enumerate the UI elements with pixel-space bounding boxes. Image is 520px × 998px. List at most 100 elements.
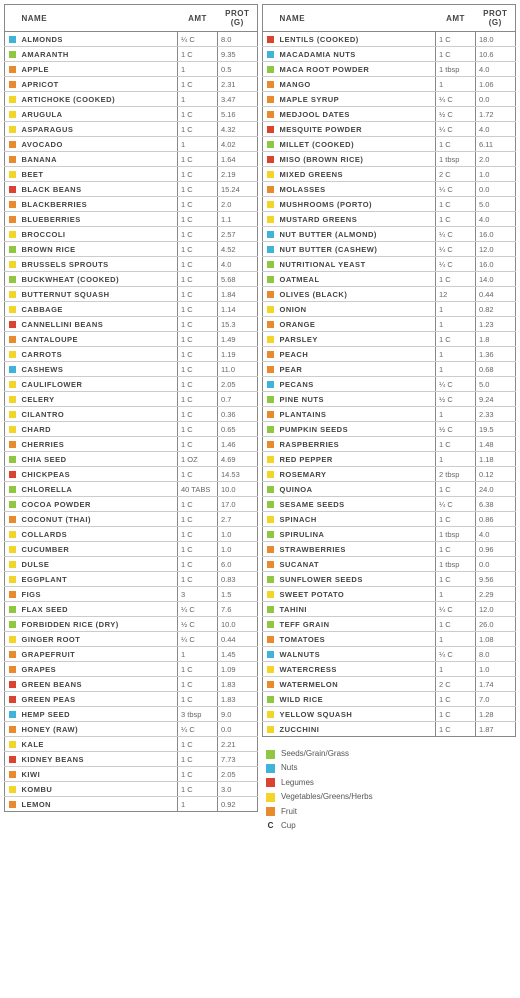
food-amount: 1 C <box>436 437 476 452</box>
food-amount: 1 <box>436 77 476 92</box>
category-swatch <box>263 242 277 257</box>
food-amount: ¼ C <box>178 32 218 47</box>
food-amount: 1 C <box>178 227 218 242</box>
nuts-swatch-icon <box>9 711 16 718</box>
category-swatch <box>5 137 19 152</box>
category-swatch <box>263 632 277 647</box>
veg-swatch-icon <box>9 741 16 748</box>
category-swatch <box>263 467 277 482</box>
veg-swatch-icon <box>9 171 16 178</box>
nuts-swatch-icon <box>267 231 274 238</box>
fruit-swatch-icon <box>267 351 274 358</box>
food-protein: 0.65 <box>218 422 258 437</box>
food-protein: 6.11 <box>476 137 516 152</box>
fruit-swatch-icon <box>9 156 16 163</box>
category-swatch <box>263 317 277 332</box>
table-row: CASHEWS1 C11.0 <box>5 362 258 377</box>
food-protein: 9.0 <box>218 707 258 722</box>
food-amount: 1 C <box>178 302 218 317</box>
food-protein: 1.09 <box>218 662 258 677</box>
food-amount: 1 C <box>178 767 218 782</box>
table-row: SUCANAT1 tbsp0.0 <box>263 557 516 572</box>
food-amount: 1 <box>436 632 476 647</box>
food-name: SWEET POTATO <box>277 587 436 602</box>
food-amount: 1 <box>178 92 218 107</box>
category-swatch <box>263 647 277 662</box>
food-protein: 1.84 <box>218 287 258 302</box>
veg-swatch-icon <box>9 576 16 583</box>
table-row: RED PEPPER11.18 <box>263 452 516 467</box>
food-name: COCONUT (THAI) <box>19 512 178 527</box>
table-row: YELLOW SQUASH1 C1.28 <box>263 707 516 722</box>
veg-swatch-icon <box>9 96 16 103</box>
food-protein: 4.02 <box>218 137 258 152</box>
food-protein: 5.16 <box>218 107 258 122</box>
fruit-swatch-icon <box>266 807 275 816</box>
food-amount: 1 C <box>436 137 476 152</box>
food-name: CHERRIES <box>19 437 178 452</box>
food-protein: 3.47 <box>218 92 258 107</box>
food-name: MUSHROOMS (PORTO) <box>277 197 436 212</box>
legumes-swatch-icon <box>267 156 274 163</box>
food-name: CUCUMBER <box>19 542 178 557</box>
food-name: RED PEPPER <box>277 452 436 467</box>
category-swatch <box>5 707 19 722</box>
food-amount: 1 C <box>178 287 218 302</box>
food-name: GRAPEFRUIT <box>19 647 178 662</box>
food-amount: 1 C <box>178 167 218 182</box>
table-row: OLIVES (BLACK)120.44 <box>263 287 516 302</box>
fruit-swatch-icon <box>9 141 16 148</box>
food-amount: 1 C <box>436 32 476 47</box>
food-amount: 1 tbsp <box>436 557 476 572</box>
table-row: MAPLE SYRUP¼ C0.0 <box>263 92 516 107</box>
food-protein: 1.28 <box>476 707 516 722</box>
category-swatch <box>263 617 277 632</box>
food-name: CELERY <box>19 392 178 407</box>
category-swatch <box>263 152 277 167</box>
food-protein: 0.44 <box>476 287 516 302</box>
category-swatch <box>263 122 277 137</box>
food-amount: 1 C <box>436 197 476 212</box>
table-row: CANTALOUPE1 C1.49 <box>5 332 258 347</box>
table-row: NUTRITIONAL YEAST¼ C16.0 <box>263 257 516 272</box>
table-row: GINGER ROOT¼ C0.44 <box>5 632 258 647</box>
category-swatch <box>263 497 277 512</box>
category-swatch <box>263 362 277 377</box>
legend-label: Seeds/Grain/Grass <box>281 747 349 761</box>
food-protein: 0.96 <box>476 542 516 557</box>
category-swatch <box>263 437 277 452</box>
seeds-swatch-icon <box>267 141 274 148</box>
food-name: SUCANAT <box>277 557 436 572</box>
category-swatch <box>5 32 19 47</box>
food-amount: 2 C <box>436 677 476 692</box>
category-swatch <box>263 707 277 722</box>
food-protein: 0.0 <box>476 182 516 197</box>
veg-swatch-icon <box>9 531 16 538</box>
food-amount: 3 tbsp <box>178 707 218 722</box>
category-swatch <box>263 407 277 422</box>
food-protein: 4.0 <box>476 527 516 542</box>
food-amount: ½ C <box>178 617 218 632</box>
food-name: GREEN BEANS <box>19 677 178 692</box>
food-protein: 1.5 <box>218 587 258 602</box>
veg-swatch-icon <box>9 261 16 268</box>
category-swatch <box>5 497 19 512</box>
food-protein: 1.87 <box>476 722 516 737</box>
food-name: MESQUITE POWDER <box>277 122 436 137</box>
category-swatch <box>5 422 19 437</box>
food-amount: ½ C <box>436 422 476 437</box>
fruit-swatch-icon <box>267 321 274 328</box>
food-name: ROSEMARY <box>277 467 436 482</box>
food-amount: 2 tbsp <box>436 467 476 482</box>
food-name: CHLORELLA <box>19 482 178 497</box>
food-name: SPIRULINA <box>277 527 436 542</box>
category-swatch <box>263 347 277 362</box>
food-name: ORANGE <box>277 317 436 332</box>
category-swatch <box>5 662 19 677</box>
category-swatch <box>263 257 277 272</box>
food-protein: 8.0 <box>218 32 258 47</box>
seeds-swatch-icon <box>267 621 274 628</box>
category-swatch <box>5 677 19 692</box>
table-row: AMARANTH1 C9.35 <box>5 47 258 62</box>
table-row: PEAR10.68 <box>263 362 516 377</box>
